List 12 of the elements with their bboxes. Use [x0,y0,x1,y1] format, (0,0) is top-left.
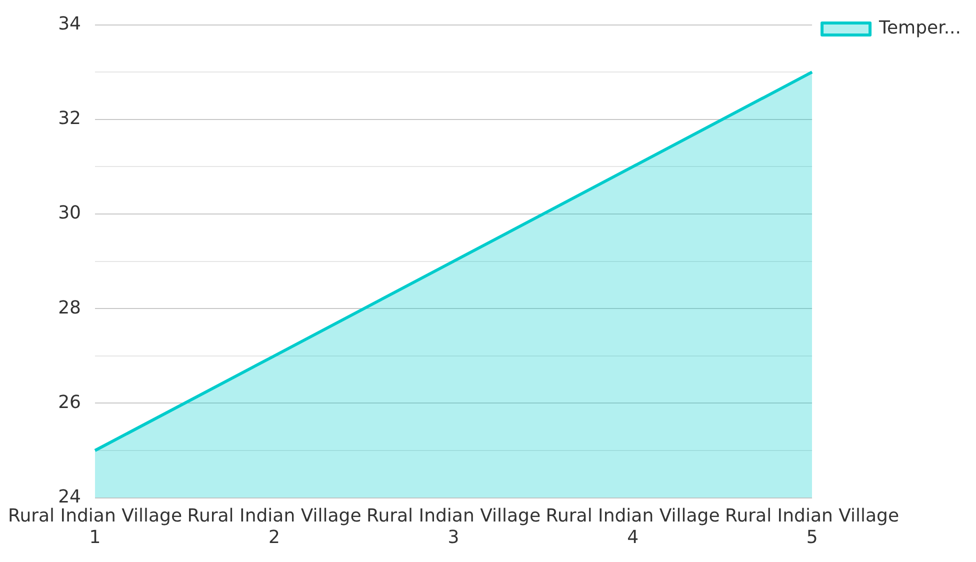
x-tick-label: Rural Indian Village 2 [187,505,362,548]
x-tick-label: Rural Indian Village 4 [546,505,720,548]
y-tick-label: 32 [58,108,82,130]
x-tick-label: Rural Indian Village 5 [725,505,900,548]
legend-label: Temper... [878,18,962,39]
y-tick-label: 24 [58,486,82,508]
y-tick-label: 30 [58,202,82,224]
y-tick-label: 34 [58,13,82,34]
x-tick-label: Rural Indian Village 3 [366,505,541,548]
y-tick-label: 26 [58,392,82,413]
y-tick-label: 28 [58,297,82,318]
x-tick-label: Rural Indian Village 1 [8,505,182,548]
